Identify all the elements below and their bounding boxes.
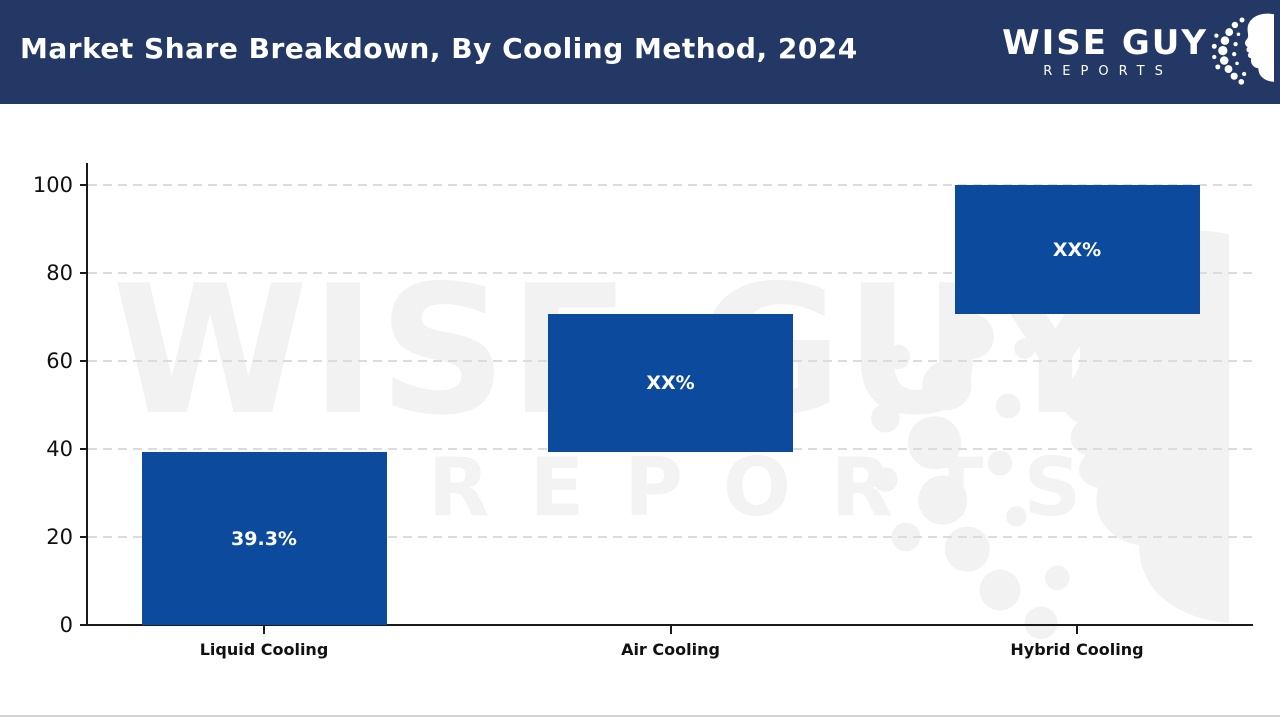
gridline	[88, 184, 1253, 186]
y-axis-tick-label: 60	[46, 349, 73, 373]
bar-value-label: XX%	[646, 372, 695, 395]
gridline	[88, 536, 1253, 538]
y-axis-tick	[80, 536, 88, 538]
header-bar: Market Share Breakdown, By Cooling Metho…	[0, 0, 1280, 104]
logo-head-icon	[1211, 13, 1274, 85]
y-axis-tick	[80, 448, 88, 450]
y-axis-tick-label: 80	[46, 261, 73, 285]
bar-value-label: XX%	[1052, 238, 1102, 261]
x-axis-tick	[1076, 626, 1078, 634]
page-title: Market Share Breakdown, By Cooling Metho…	[20, 31, 858, 65]
bar-value-label: 39.3%	[231, 527, 297, 550]
x-axis-category-label: Hybrid Cooling	[1010, 640, 1144, 659]
x-axis-tick	[669, 626, 672, 634]
logo-wordmark: WISE GUY REPORTS	[1002, 26, 1208, 79]
gridline	[88, 272, 1253, 274]
x-axis-tick	[263, 626, 265, 634]
bottom-border	[0, 715, 1280, 717]
y-axis-tick-label: 40	[46, 437, 73, 461]
wise-guy-reports-logo: WISE GUY REPORTS	[1002, 6, 1274, 98]
bar: XX%	[548, 314, 793, 453]
logo-wordmark-line2: REPORTS	[1043, 63, 1173, 79]
y-axis-tick-label: 100	[32, 173, 73, 197]
x-axis-line	[86, 624, 1253, 626]
y-axis-tick	[80, 272, 88, 274]
y-axis-tick-label: 20	[46, 525, 73, 549]
bar: 39.3%	[141, 452, 387, 625]
x-axis-category-label: Air Cooling	[621, 640, 720, 659]
y-axis-tick-label: 0	[59, 613, 73, 637]
logo-wordmark-line1: WISE GUY	[1002, 22, 1208, 63]
bar: XX%	[954, 185, 1200, 315]
y-axis-tick	[80, 184, 88, 186]
y-axis-tick	[80, 624, 88, 626]
y-axis-tick	[80, 360, 88, 362]
x-axis-category-label: Liquid Cooling	[199, 640, 329, 659]
y-axis-line	[86, 163, 88, 626]
